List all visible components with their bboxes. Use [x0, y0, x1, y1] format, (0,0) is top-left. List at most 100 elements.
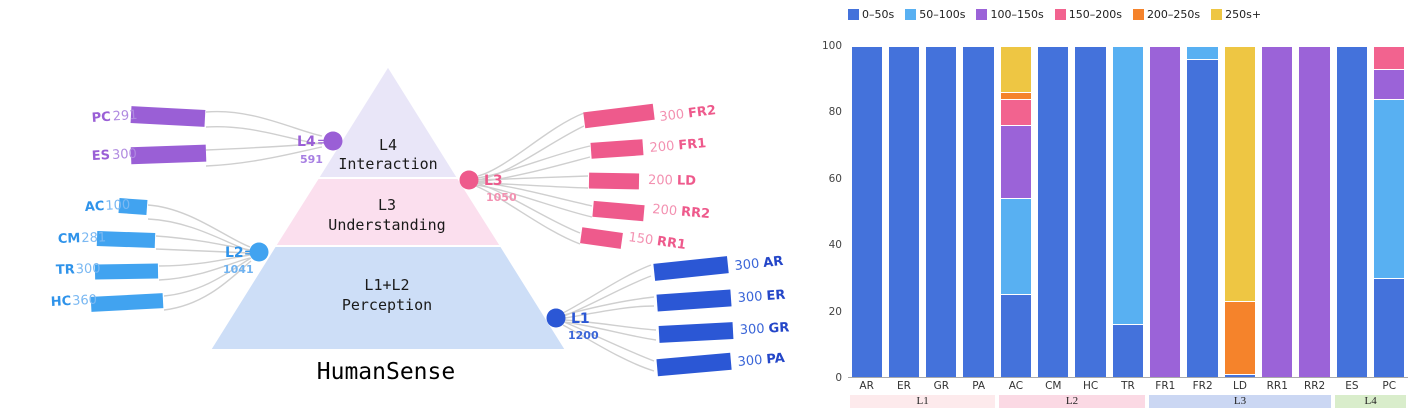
- bar-segment-0–50s: [888, 46, 920, 377]
- plot-area: [848, 46, 1408, 378]
- legend-item: 150–200s: [1054, 8, 1122, 21]
- node-l2-circle: [249, 242, 269, 262]
- bar-ar: [653, 256, 729, 281]
- link-l3-ld: [478, 175, 589, 181]
- bar-segment-0–50s: [1000, 294, 1032, 377]
- pyramid-level-l1l2: [208, 245, 568, 351]
- x-tick-label: PA: [972, 380, 986, 392]
- bar-pc-value: 291: [112, 108, 138, 125]
- link-l1-gr: [563, 321, 657, 341]
- legend-item: 100–150s: [976, 8, 1044, 21]
- legend-swatch: [905, 9, 917, 20]
- group-band-L4: L4: [1333, 395, 1408, 408]
- bar-hc-label: HC360: [50, 293, 97, 310]
- y-tick-label: 60: [828, 172, 842, 185]
- bar-cm-value: 281: [81, 230, 106, 246]
- stacked-bar-FR2: [1187, 46, 1218, 377]
- node-l3-circle: [459, 170, 479, 190]
- bar-ld-value: 200: [648, 173, 673, 188]
- bar-pa-code: PA: [766, 351, 786, 368]
- bar-ar-label: 300 AR: [734, 254, 784, 274]
- level-l3-subtitle: Understanding: [328, 216, 445, 234]
- bar-ar-value: 300: [734, 256, 760, 274]
- bar-segment-50–100s: [1374, 98, 1405, 278]
- legend-item: 250s+: [1211, 8, 1261, 21]
- legend-swatch: [1211, 9, 1223, 20]
- bar-ar-code: AR: [763, 254, 785, 271]
- node-l2-eq: =: [244, 246, 253, 259]
- bar-tr-code: TR: [56, 262, 75, 278]
- link-l3-fr1: [477, 145, 591, 179]
- bar-rr2-value: 200: [652, 202, 678, 219]
- bar-rr1-code: RR1: [656, 234, 687, 253]
- bar-rr2-label: 200 RR2: [652, 202, 711, 222]
- link-hc-l2: [163, 257, 252, 297]
- bar-segment-0–50s: [1224, 373, 1256, 377]
- legend-item: 200–250s: [1132, 8, 1200, 21]
- bar-fr1-code: FR1: [678, 136, 707, 153]
- link-l3-fr2: [477, 112, 585, 177]
- link-pc-l4: [205, 125, 323, 145]
- bar-rr2: [592, 200, 645, 222]
- node-l2-label: L2: [225, 245, 244, 261]
- group-band-L1: L1: [848, 395, 998, 408]
- bar-rr1-label: 150 RR1: [627, 230, 686, 253]
- bar-fr2-code: FR2: [687, 103, 717, 121]
- level-l4-subtitle: Interaction: [338, 155, 437, 173]
- pyramid: L4 Interaction L3 Understanding L1+L2 Pe…: [208, 64, 568, 351]
- x-tick-label: ES: [1345, 380, 1359, 392]
- bar-ld-code: LD: [677, 174, 697, 189]
- x-tick-label: FR1: [1155, 380, 1176, 392]
- link-l3-rr1: [476, 182, 581, 234]
- link-es-l4: [205, 142, 323, 151]
- bar-fr1: [590, 139, 644, 159]
- link-l1-ar: [562, 264, 652, 314]
- x-tick-label: ER: [897, 380, 911, 392]
- bar-es-value: 300: [112, 147, 138, 163]
- stacked-bar-GR: [926, 46, 957, 377]
- bar-segment-0–50s: [1187, 59, 1218, 377]
- bar-hc-code: HC: [50, 294, 71, 310]
- stacked-bar-FR1: [1150, 46, 1181, 377]
- bar-gr-code: GR: [768, 320, 789, 336]
- link-l3-rr2: [477, 181, 593, 207]
- task-bars-l1: 300 AR 300 ER 300 GR 300 PA: [653, 254, 790, 377]
- bar-segment-250s+: [1224, 46, 1256, 301]
- level-l1l2-title: L1+L2: [364, 276, 409, 294]
- legend-item: 50–100s: [905, 8, 965, 21]
- bar-segment-0–50s: [1336, 46, 1368, 377]
- bar-er: [656, 289, 732, 312]
- bar-pc-code: PC: [91, 110, 111, 126]
- link-l1-er: [564, 305, 655, 319]
- x-axis-labels: AR ER GR PA AC CM HC TR FR1 FR2 LD RR1 RR2 ES PC: [848, 380, 1408, 392]
- bar-segment-0–50s: [1374, 277, 1405, 377]
- node-l4-label: L4: [297, 134, 316, 150]
- bar-segment-100–150s: [1299, 46, 1330, 377]
- diagram-title: HumanSense: [317, 359, 455, 385]
- link-cm-l2: [155, 235, 251, 251]
- bar-segment-0–50s: [926, 46, 957, 377]
- node-l4-circle: [323, 131, 343, 151]
- group-band-L2: L2: [997, 395, 1147, 408]
- bar-cm-label: CM281: [58, 230, 107, 247]
- bar-segment-0–50s: [1075, 46, 1106, 377]
- stacked-bar-LD: [1224, 46, 1256, 377]
- link-l1-gr: [564, 319, 657, 331]
- x-tick-label: TR: [1121, 380, 1135, 392]
- y-axis: 0 20 40 60 80 100: [820, 40, 844, 384]
- bar-fr2-value: 300: [659, 107, 685, 125]
- node-l4-value: 591: [300, 153, 323, 166]
- bar-er-label: 300 ER: [737, 288, 786, 306]
- bar-pc: [130, 106, 206, 127]
- stacked-bar-RR2: [1299, 46, 1330, 377]
- bar-segment-200–250s: [1000, 92, 1032, 99]
- link-pc-l4: [205, 110, 323, 137]
- bar-gr-value: 300: [739, 322, 765, 338]
- bar-segment-0–50s: [1038, 46, 1069, 377]
- bar-fr1-label: 200 FR1: [649, 136, 707, 156]
- legend-swatch: [1054, 9, 1066, 20]
- level-l1l2-subtitle: Perception: [342, 296, 432, 314]
- bar-es: [130, 144, 207, 165]
- node-l2-value: 1041: [223, 263, 254, 276]
- bar-gr-label: 300 GR: [739, 320, 789, 338]
